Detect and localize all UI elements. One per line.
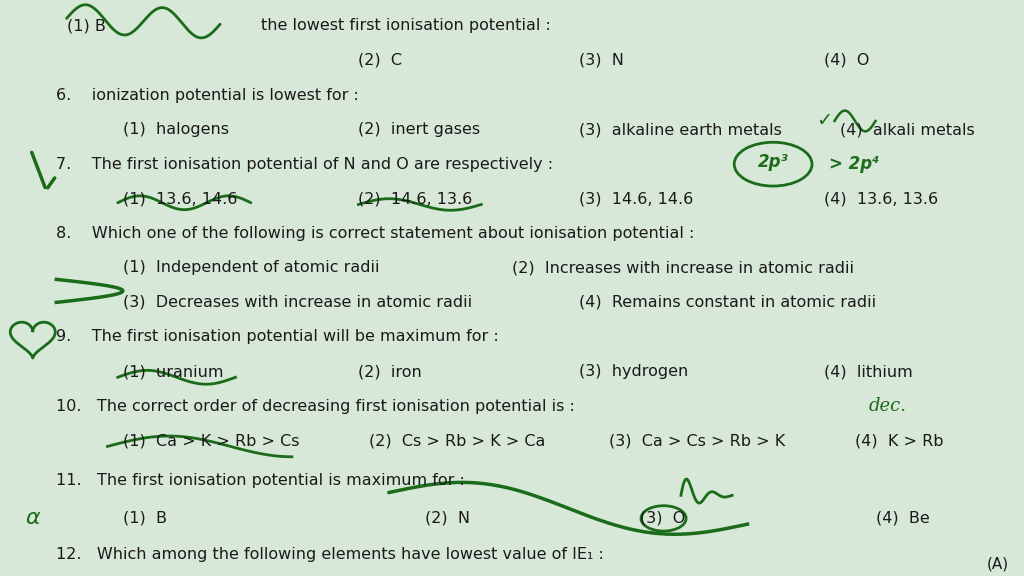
Text: (3)  N: (3) N [579, 53, 624, 68]
Text: (1)  13.6, 14.6: (1) 13.6, 14.6 [123, 191, 238, 206]
Text: (1)  B: (1) B [123, 511, 167, 526]
Text: (4)  alkali metals: (4) alkali metals [840, 122, 975, 137]
Text: 2p³: 2p³ [758, 153, 788, 172]
Text: (3)  Decreases with increase in atomic radii: (3) Decreases with increase in atomic ra… [123, 295, 472, 310]
Text: (4)  K > Rb: (4) K > Rb [855, 433, 943, 448]
Text: (2)  inert gases: (2) inert gases [358, 122, 480, 137]
Text: (3)  hydrogen: (3) hydrogen [579, 364, 688, 379]
Text: the lowest first ionisation potential :: the lowest first ionisation potential : [261, 18, 551, 33]
Text: dec.: dec. [868, 397, 906, 415]
Text: (4)  Be: (4) Be [876, 511, 929, 526]
Text: (1)  Independent of atomic radii: (1) Independent of atomic radii [123, 260, 379, 275]
Text: (2)  14.6, 13.6: (2) 14.6, 13.6 [358, 191, 473, 206]
Text: (1)  uranium: (1) uranium [123, 364, 223, 379]
Text: 8.    Which one of the following is correct statement about ionisation potential: 8. Which one of the following is correct… [56, 226, 694, 241]
Text: 11.   The first ionisation potential is maximum for :: 11. The first ionisation potential is ma… [56, 473, 465, 488]
Text: (3)  Ca > Cs > Rb > K: (3) Ca > Cs > Rb > K [609, 433, 785, 448]
Text: (2)  N: (2) N [425, 511, 470, 526]
Text: 9.    The first ionisation potential will be maximum for :: 9. The first ionisation potential will b… [56, 329, 499, 344]
Text: (3)  O: (3) O [640, 511, 685, 526]
Text: > 2p⁴: > 2p⁴ [829, 155, 880, 173]
Text: (3)  14.6, 14.6: (3) 14.6, 14.6 [579, 191, 693, 206]
Text: (4)  13.6, 13.6: (4) 13.6, 13.6 [824, 191, 938, 206]
Text: ✓: ✓ [816, 112, 833, 130]
Text: (3)  alkaline earth metals: (3) alkaline earth metals [579, 122, 781, 137]
Text: (4)  Remains constant in atomic radii: (4) Remains constant in atomic radii [579, 295, 876, 310]
Text: (2)  C: (2) C [358, 53, 402, 68]
Text: (2)  Cs > Rb > K > Ca: (2) Cs > Rb > K > Ca [369, 433, 545, 448]
Text: α: α [26, 509, 40, 528]
Text: 6.    ionization potential is lowest for :: 6. ionization potential is lowest for : [56, 88, 359, 103]
Text: 10.   The correct order of decreasing first ionisation potential is :: 10. The correct order of decreasing firs… [56, 399, 575, 414]
Text: (A): (A) [986, 557, 1009, 572]
Text: (1)  halogens: (1) halogens [123, 122, 229, 137]
Text: (4)  lithium: (4) lithium [824, 364, 913, 379]
Text: (1) B: (1) B [67, 18, 105, 33]
Text: (2)  Increases with increase in atomic radii: (2) Increases with increase in atomic ra… [512, 260, 854, 275]
Text: (1)  Ca > K > Rb > Cs: (1) Ca > K > Rb > Cs [123, 433, 299, 448]
Text: 7.    The first ionisation potential of N and O are respectively :: 7. The first ionisation potential of N a… [56, 157, 553, 172]
Text: 12.   Which among the following elements have lowest value of IE₁ :: 12. Which among the following elements h… [56, 547, 604, 562]
Text: (4)  O: (4) O [824, 53, 869, 68]
Text: (2)  iron: (2) iron [358, 364, 422, 379]
